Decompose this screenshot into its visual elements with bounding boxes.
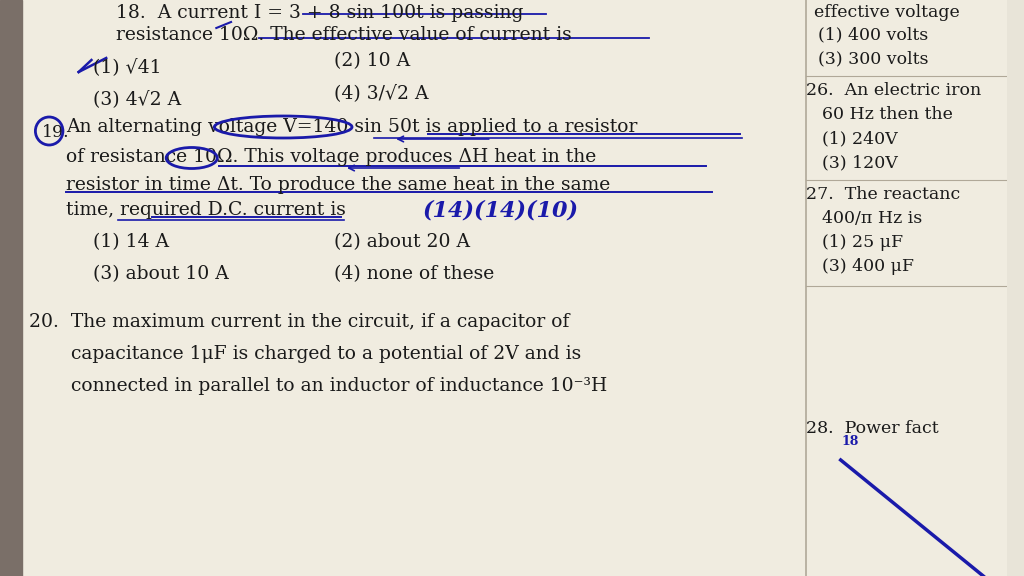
Text: 18.  A current I = 3 + 8 sin 100t is passing: 18. A current I = 3 + 8 sin 100t is pass… xyxy=(116,4,523,22)
Text: (1) 400 volts: (1) 400 volts xyxy=(818,26,929,43)
Text: (2) 10 A: (2) 10 A xyxy=(334,52,411,70)
Text: 18: 18 xyxy=(842,435,859,448)
Text: (1) 25 μF: (1) 25 μF xyxy=(822,234,903,251)
Text: capacitance 1μF is charged to a potential of 2V and is: capacitance 1μF is charged to a potentia… xyxy=(30,345,582,363)
Text: (1) 240V: (1) 240V xyxy=(822,130,898,147)
Text: (3) about 10 A: (3) about 10 A xyxy=(93,265,229,283)
Text: of resistance 10Ω. This voltage produces ΔH heat in the: of resistance 10Ω. This voltage produces… xyxy=(66,148,596,166)
Text: An alternating voltage V=140 sin 50t is applied to a resistor: An alternating voltage V=140 sin 50t is … xyxy=(66,118,637,136)
Text: resistor in time Δt. To produce the same heat in the same: resistor in time Δt. To produce the same… xyxy=(66,176,610,194)
Text: (4) 3/√2 A: (4) 3/√2 A xyxy=(334,84,429,102)
Text: 19.: 19. xyxy=(42,124,70,141)
Text: time, required D.C. current is: time, required D.C. current is xyxy=(66,201,346,219)
Text: (3) 120V: (3) 120V xyxy=(822,154,898,171)
Text: (4) none of these: (4) none of these xyxy=(334,265,495,283)
Text: (3) 300 volts: (3) 300 volts xyxy=(818,50,929,67)
Text: 400/π Hz is: 400/π Hz is xyxy=(822,210,923,227)
Text: (14)(14)(10): (14)(14)(10) xyxy=(423,199,579,221)
Text: 60 Hz then the: 60 Hz then the xyxy=(822,106,953,123)
Text: 20.  The maximum current in the circuit, if a capacitor of: 20. The maximum current in the circuit, … xyxy=(30,313,570,331)
Text: (3) 4√2 A: (3) 4√2 A xyxy=(93,90,181,108)
Text: 26.  An electric iron: 26. An electric iron xyxy=(806,82,982,99)
Text: (3) 400 μF: (3) 400 μF xyxy=(822,258,914,275)
Text: (1) √41: (1) √41 xyxy=(93,58,162,76)
Text: (1) 14 A: (1) 14 A xyxy=(93,233,169,251)
Text: effective voltage: effective voltage xyxy=(814,4,959,21)
Text: 27.  The reactanc: 27. The reactanc xyxy=(806,186,961,203)
Text: (2) about 20 A: (2) about 20 A xyxy=(334,233,470,251)
Text: connected in parallel to an inductor of inductance 10⁻³H: connected in parallel to an inductor of … xyxy=(30,377,608,395)
Bar xyxy=(0,0,22,576)
Text: 28.  Power fact: 28. Power fact xyxy=(806,420,939,437)
Text: resistance 10Ω. The effective value of current is: resistance 10Ω. The effective value of c… xyxy=(116,26,571,44)
